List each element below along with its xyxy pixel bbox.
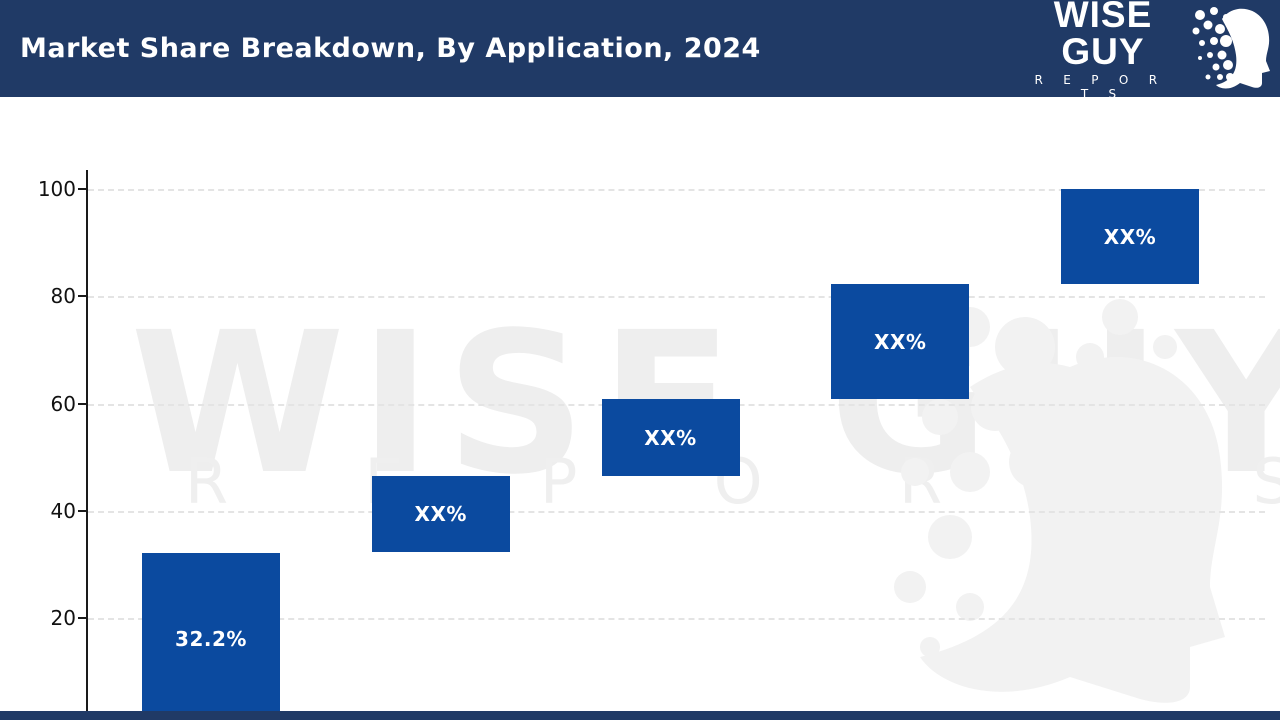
bar-medical: 32.2% <box>142 552 280 711</box>
bar-consumer-products: XX% <box>1061 189 1199 285</box>
y-tick-label-80: 80 <box>50 284 76 309</box>
y-tick-label-100: 100 <box>37 177 76 202</box>
bar-industrial: XX% <box>831 284 970 400</box>
gridline-100 <box>88 189 1265 192</box>
bar-value-label-industrial: XX% <box>874 329 927 354</box>
y-tick-mark-40 <box>78 509 86 512</box>
y-tick-label-40: 40 <box>50 498 76 523</box>
y-tick-mark-20 <box>78 616 86 619</box>
logo-face-icon <box>1192 6 1270 89</box>
bar-value-label-consumer-products: XX% <box>1103 224 1157 249</box>
wiseguy-logo: WISE GUY R E P O R T S <box>1022 0 1272 101</box>
y-axis-line <box>86 170 88 711</box>
chart-canvas: WISE GUY R E P O R T S 02040608010032.2%… <box>0 97 1280 711</box>
y-tick-mark-80 <box>78 295 86 298</box>
gridline-80 <box>88 296 1265 299</box>
bar-value-label-automotive: XX% <box>644 425 697 450</box>
footer-bar <box>0 711 1280 720</box>
gridline-20 <box>88 617 1265 620</box>
y-tick-mark-100 <box>78 188 86 191</box>
gridline-40 <box>88 510 1265 513</box>
bar-value-label-aerospace: XX% <box>414 502 467 527</box>
y-tick-mark-60 <box>78 402 86 405</box>
wiseguy-logo-text: WISE GUY R E P O R T S <box>1022 0 1184 101</box>
plot-area: 02040608010032.2%MedicalXX%AerospaceXX%A… <box>38 170 1265 711</box>
y-tick-label-20: 20 <box>50 605 76 630</box>
header-banner: Market Share Breakdown, By Application, … <box>0 0 1280 101</box>
bar-aerospace: XX% <box>371 475 510 553</box>
page-title: Market Share Breakdown, By Application, … <box>20 33 761 64</box>
bar-value-label-medical: 32.2% <box>175 626 247 651</box>
watermark-face-graphic <box>884 299 1225 703</box>
bar-automotive: XX% <box>601 399 740 476</box>
logo-wordmark: WISE GUY <box>1053 0 1153 72</box>
y-tick-label-60: 60 <box>50 391 76 416</box>
